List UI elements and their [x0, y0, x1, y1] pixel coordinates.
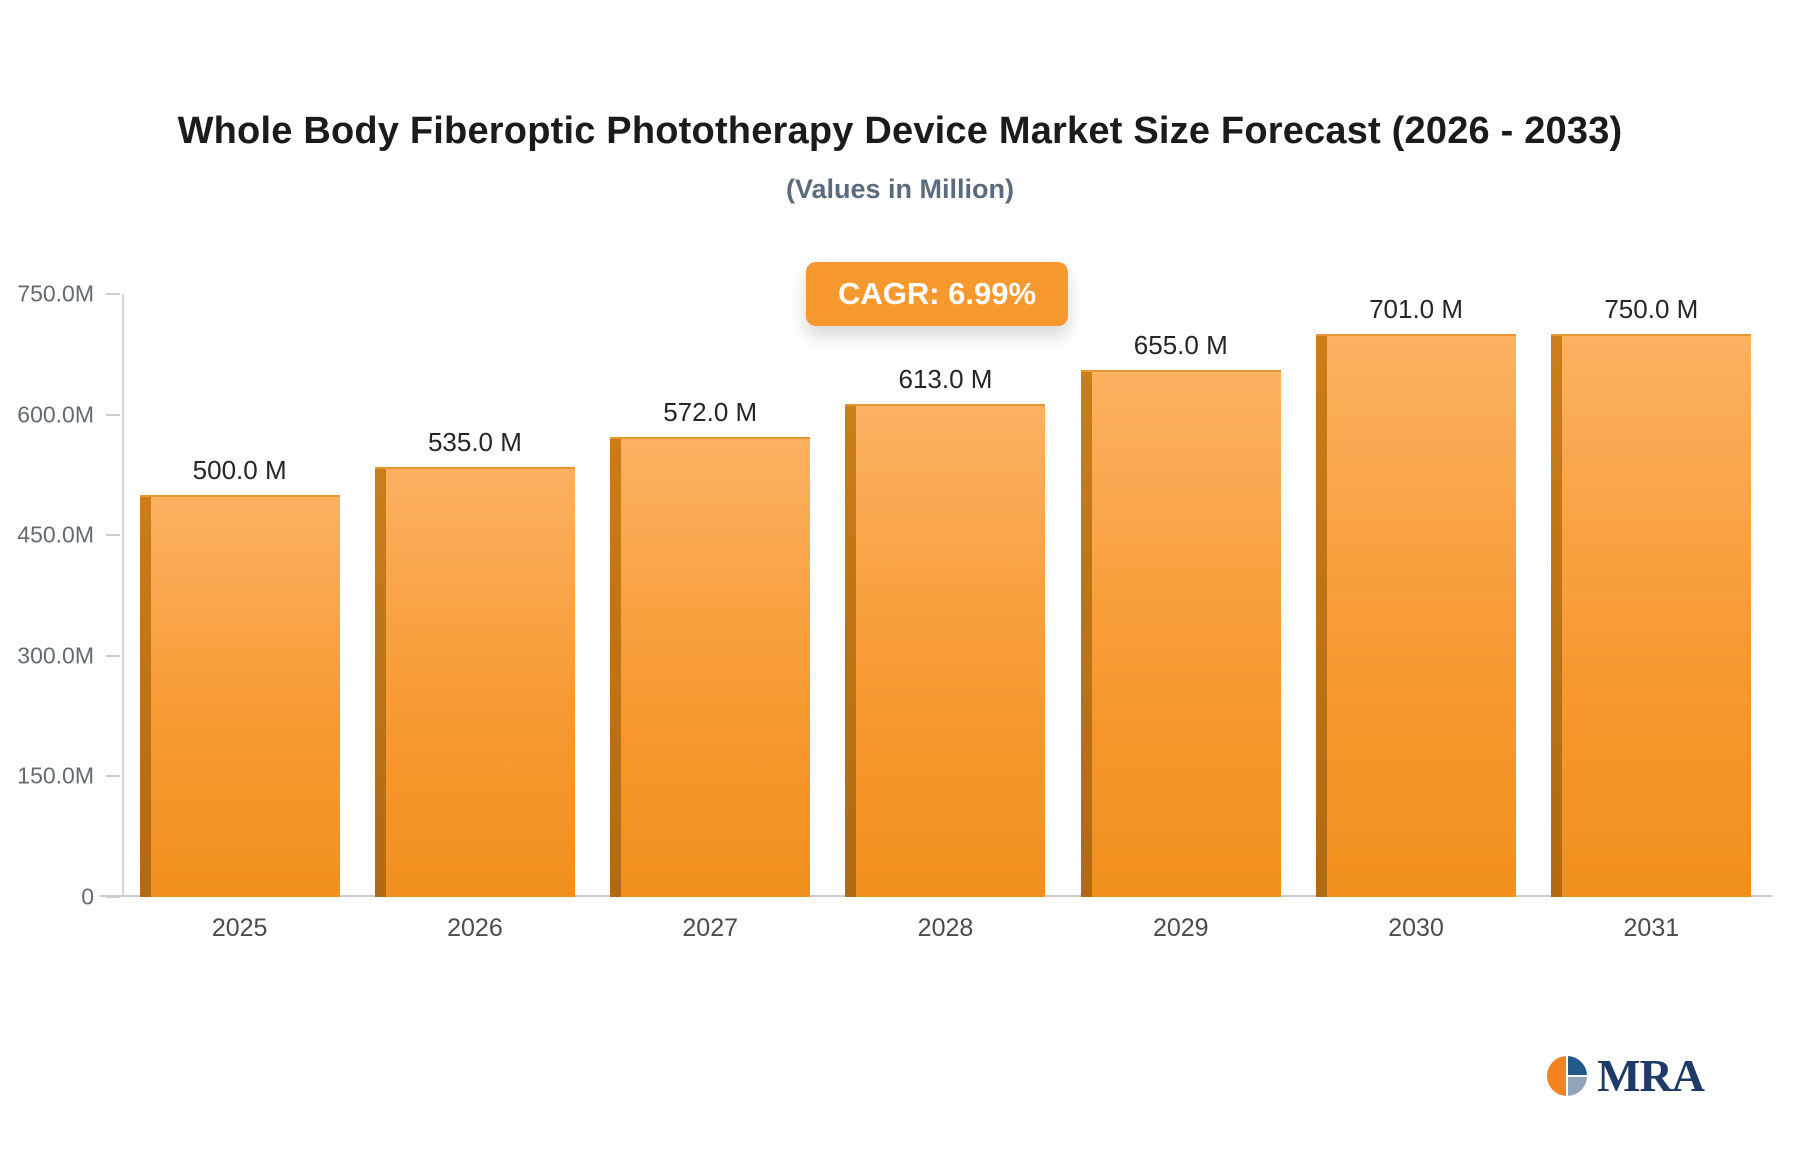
bar-value-label: 572.0 M [663, 397, 758, 428]
cagr-badge: CAGR: 6.99% [805, 262, 1069, 326]
chart-title: Whole Body Fiberoptic Phototherapy Devic… [177, 110, 1623, 152]
logo-text: MRA [1597, 1050, 1705, 1101]
bar [845, 404, 1046, 897]
y-tick-mark [106, 775, 120, 778]
bar-value-label: 701.0 M [1369, 294, 1464, 324]
y-tick-mark [106, 654, 120, 657]
y-axis-labels: 750.0M 600.0M 450.0M 300.0M 150.0M 0 [0, 281, 122, 910]
bar-group: 500.0 M [122, 294, 357, 897]
bar-group: 613.0 M [828, 294, 1063, 897]
y-tick-label: 450.0M [17, 521, 94, 548]
y-tick-label: 150.0M [17, 762, 94, 789]
bar [610, 437, 811, 897]
y-tick-label: 750.0M [17, 280, 94, 307]
x-axis-label: 2030 [1388, 914, 1444, 942]
x-axis-label: 2029 [1152, 914, 1209, 942]
bar-value-label: 613.0 M [898, 364, 993, 395]
bar-value-label: 655.0 M [1133, 330, 1228, 361]
bar [139, 495, 340, 897]
x-axis-label: 2025 [211, 914, 268, 942]
bar-group: 535.0 M [357, 294, 592, 898]
y-tick-mark [106, 293, 120, 295]
bar [1080, 370, 1281, 897]
bar [1551, 334, 1752, 897]
x-axis-label: 2031 [1623, 914, 1680, 942]
x-axis-label: 2027 [682, 914, 739, 942]
bar-value-label: 500.0 M [192, 455, 287, 485]
bar-group: 655.0 M [1063, 294, 1298, 897]
bar-group: 701.0 M [1298, 294, 1533, 897]
y-tick-mark [106, 413, 120, 416]
logo-pie-icon [1545, 1053, 1590, 1099]
bar [374, 466, 575, 898]
plot-area: 500.0 M 535.0 M 572.0 M 613.0 M 655.0 M 701.0… [122, 294, 1769, 898]
x-axis-label: 2028 [917, 914, 974, 942]
y-axis-line [122, 294, 124, 897]
y-tick-mark [106, 896, 120, 898]
brand-logo: MRA [1543, 1050, 1705, 1101]
chart-subtitle: (Values in Million) [785, 174, 1015, 204]
y-tick-label: 600.0M [17, 401, 94, 428]
bar [1316, 334, 1517, 897]
bar-value-label: 535.0 M [427, 426, 522, 457]
bar-group: 572.0 M [593, 294, 828, 897]
bar-group: 750.0 M [1534, 294, 1769, 897]
y-tick-label: 0 [81, 883, 94, 910]
x-axis-labels: 2025 2026 2027 2028 2029 2030 2031 [122, 914, 1769, 943]
x-axis-label: 2026 [447, 914, 503, 942]
y-tick-mark [106, 534, 120, 537]
y-tick-label: 300.0M [17, 642, 94, 669]
bar-value-label: 750.0 M [1604, 294, 1699, 324]
